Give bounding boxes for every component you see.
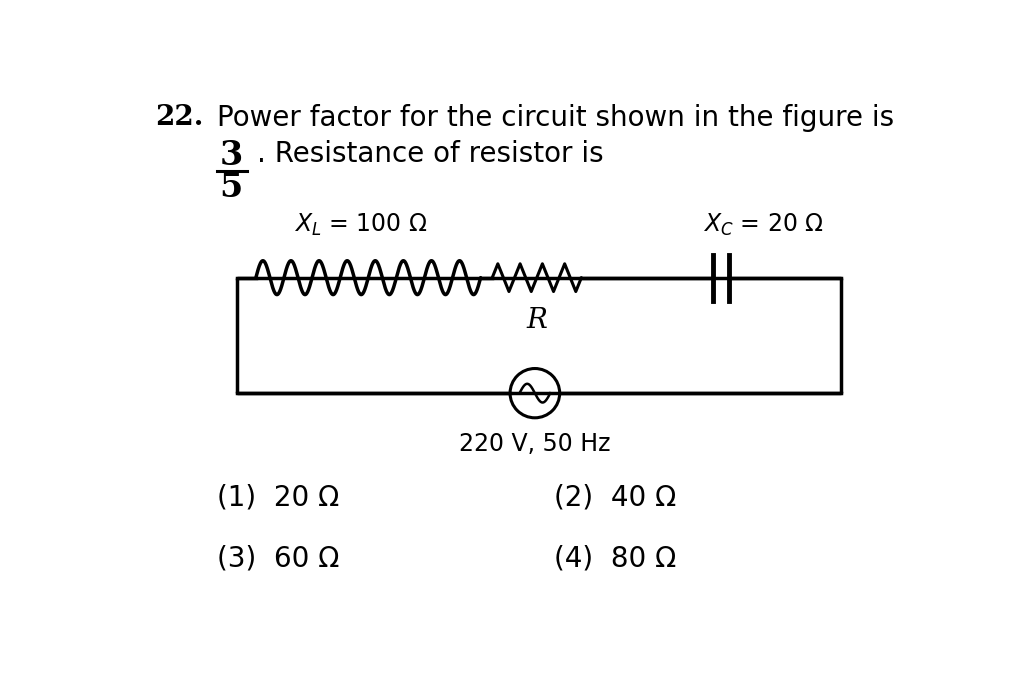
Text: $X_C$ = 20 Ω: $X_C$ = 20 Ω [703,211,824,237]
Text: $X_L$ = 100 Ω: $X_L$ = 100 Ω [294,211,427,237]
Text: (3)  60 Ω: (3) 60 Ω [217,544,340,573]
Text: (2)  40 Ω: (2) 40 Ω [554,483,677,511]
Text: . Resistance of resistor is: . Resistance of resistor is [257,140,604,168]
Text: Power factor for the circuit shown in the figure is: Power factor for the circuit shown in th… [217,105,894,133]
Text: 5: 5 [219,172,243,205]
Text: (1)  20 Ω: (1) 20 Ω [217,483,339,511]
Text: 220 V, 50 Hz: 220 V, 50 Hz [459,432,610,456]
Text: R: R [526,307,547,334]
Text: 22.: 22. [155,105,204,131]
Text: 3: 3 [219,139,243,172]
Text: (4)  80 Ω: (4) 80 Ω [554,544,677,573]
